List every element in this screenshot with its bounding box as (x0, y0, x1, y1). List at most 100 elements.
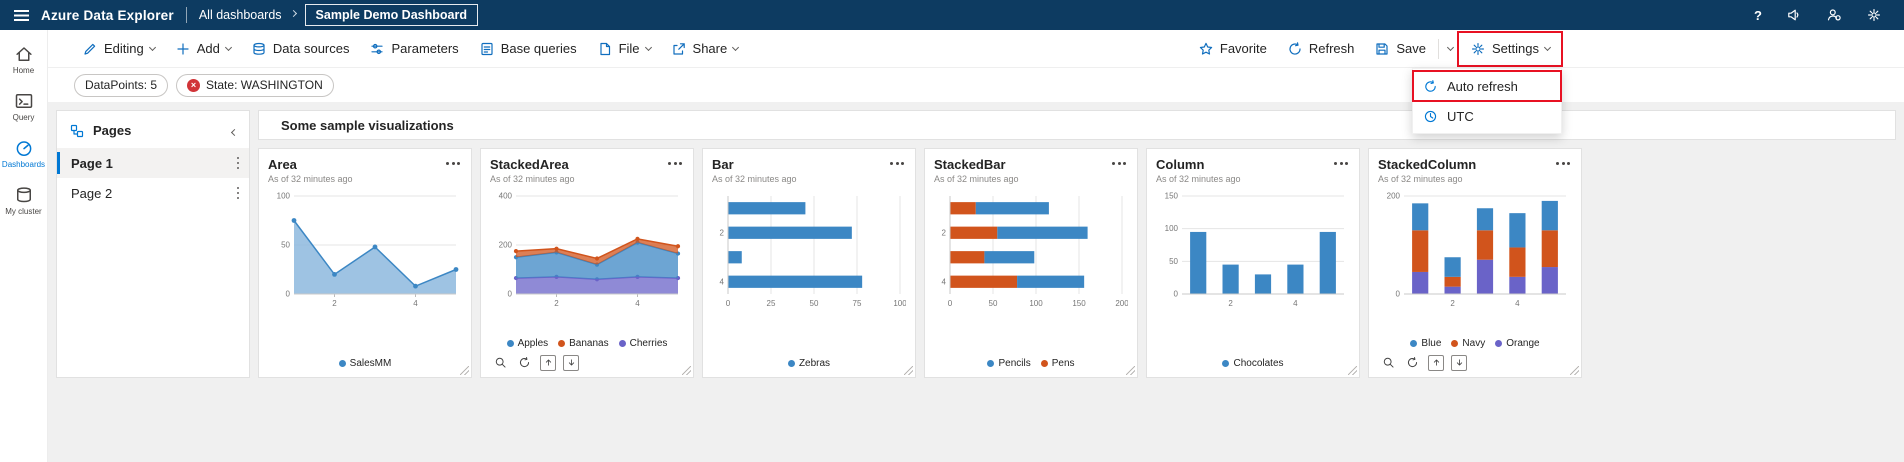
legend-item-orange[interactable]: Orange (1495, 338, 1540, 349)
reset-zoom-button[interactable] (516, 354, 533, 371)
sidebar-item-my-cluster[interactable]: My cluster (0, 181, 47, 220)
reset-zoom-button[interactable] (1404, 354, 1421, 371)
settings-button[interactable]: Settings (1457, 30, 1563, 67)
legend-item-zebras[interactable]: Zebras (787, 358, 830, 369)
command-bar-left: Editing Add Data sources Parameters Base que… (48, 34, 748, 64)
sidebar-item-label: Home (12, 66, 35, 75)
feedback-button[interactable] (1786, 7, 1802, 23)
tile-more-button[interactable] (666, 157, 684, 170)
tile-more-button[interactable] (1554, 157, 1572, 170)
tile-more-button[interactable] (888, 157, 906, 170)
file-button[interactable]: File (587, 34, 661, 64)
save-dropdown-button[interactable] (1441, 34, 1460, 64)
pages-panel: Pages Page 1 Page 2 (56, 110, 250, 378)
magnifier-icon (1383, 357, 1394, 368)
legend-dot (1495, 340, 1503, 347)
legend-label: Pencils (998, 358, 1031, 369)
svg-text:0: 0 (1396, 290, 1401, 299)
filter-label: DataPoints: 5 (85, 78, 158, 92)
legend-dot (618, 340, 626, 347)
legend-item-pencils[interactable]: Pencils (987, 358, 1031, 369)
menu-item-label: UTC (1447, 108, 1474, 124)
page-item-page-1[interactable]: Page 1 (57, 148, 249, 178)
more-icon[interactable] (236, 186, 239, 200)
command-bar: Editing Add Data sources Parameters Base que… (48, 30, 1904, 68)
zoom-button[interactable] (1380, 354, 1397, 371)
page-label: Page 2 (71, 185, 113, 201)
help-button[interactable]: ? (1754, 8, 1762, 23)
parameters-icon (371, 43, 384, 54)
parameters-button[interactable]: Parameters (359, 34, 468, 64)
remove-filter-icon[interactable]: × (187, 78, 201, 92)
tile-more-button[interactable] (1110, 157, 1128, 170)
legend-item-apples[interactable]: Apples (506, 338, 548, 349)
move-up-button[interactable] (1428, 354, 1444, 371)
add-button[interactable]: Add (165, 34, 241, 64)
data-sources-button[interactable]: Data sources (241, 34, 360, 64)
legend-item-cherries[interactable]: Cherries (618, 338, 667, 349)
share-label: Share (692, 41, 728, 56)
svg-text:2: 2 (1228, 299, 1233, 308)
resize-handle-icon[interactable] (460, 366, 469, 375)
chevron-down-icon (224, 43, 232, 51)
move-down-button[interactable] (1451, 354, 1467, 371)
resize-handle-icon[interactable] (1126, 366, 1135, 375)
move-up-button[interactable] (540, 354, 556, 371)
resize-handle-icon[interactable] (1570, 366, 1579, 375)
svg-text:50: 50 (810, 299, 819, 308)
refresh-icon (1425, 79, 1436, 92)
menu-item-utc[interactable]: UTC (1413, 101, 1561, 131)
sidebar-item-home[interactable]: Home (0, 40, 47, 79)
resize-handle-icon[interactable] (682, 366, 691, 375)
move-down-button[interactable] (563, 354, 579, 371)
breadcrumb-current[interactable]: Sample Demo Dashboard (304, 4, 478, 26)
account-settings-button[interactable] (1826, 7, 1842, 23)
save-button[interactable]: Save (1364, 34, 1436, 64)
refresh-button[interactable]: Refresh (1277, 34, 1365, 64)
tile-subtitle: As of 32 minutes ago (1378, 174, 1463, 184)
svg-text:0: 0 (286, 290, 291, 299)
svg-text:0: 0 (508, 290, 513, 299)
hamburger-menu-icon[interactable] (14, 9, 29, 21)
feedback-icon (1788, 9, 1799, 21)
clock-icon (1424, 110, 1437, 122)
base-queries-label: Base queries (500, 41, 577, 56)
resize-handle-icon[interactable] (904, 366, 913, 375)
favorite-button[interactable]: Favorite (1188, 34, 1277, 64)
breadcrumb-root[interactable]: All dashboards (198, 8, 282, 22)
svg-text:200: 200 (1387, 192, 1401, 201)
svg-text:0: 0 (1174, 290, 1179, 299)
legend-item-navy[interactable]: Navy (1451, 338, 1485, 349)
tile-subtitle: As of 32 minutes ago (712, 174, 797, 184)
sidebar-item-query[interactable]: Query (0, 87, 47, 126)
legend-dot (787, 360, 795, 367)
editing-button[interactable]: Editing (72, 34, 165, 64)
pages-panel-title: Pages (93, 123, 132, 138)
legend-item-salesmm[interactable]: SalesMM (338, 358, 391, 369)
tile-more-button[interactable] (444, 157, 462, 170)
tiles-area: Some sample visualizations Area As of 32… (258, 110, 1896, 378)
collapse-panel-button[interactable] (228, 121, 241, 140)
base-queries-button[interactable]: Base queries (469, 34, 587, 64)
svg-text:2: 2 (332, 299, 337, 308)
page-item-page-2[interactable]: Page 2 (57, 178, 249, 208)
text-tile[interactable]: Some sample visualizations (258, 110, 1896, 140)
filter-pill-datapoints[interactable]: DataPoints: 5 (74, 73, 169, 97)
more-icon[interactable] (236, 156, 239, 170)
star-icon (1199, 42, 1213, 55)
resize-handle-icon[interactable] (1348, 366, 1357, 375)
menu-item-auto-refresh[interactable]: Auto refresh (1412, 70, 1562, 102)
legend-item-bananas[interactable]: Bananas (558, 338, 609, 349)
tile-chart: 0 200 2 4 (1387, 192, 1566, 308)
cluster-icon (16, 187, 31, 203)
legend-item-chocolates[interactable]: Chocolates (1222, 358, 1284, 369)
tile-more-button[interactable] (1332, 157, 1350, 170)
menu-item-label: Auto refresh (1447, 78, 1518, 94)
legend-item-blue[interactable]: Blue (1410, 338, 1441, 349)
sidebar-item-dashboards[interactable]: Dashboards (0, 134, 47, 173)
filter-pill-state[interactable]: × State: WASHINGTON (176, 73, 334, 97)
zoom-button[interactable] (492, 354, 509, 371)
legend-item-pens[interactable]: Pens (1040, 358, 1075, 369)
share-button[interactable]: Share (661, 34, 749, 64)
settings-gear-button[interactable] (1866, 7, 1882, 23)
